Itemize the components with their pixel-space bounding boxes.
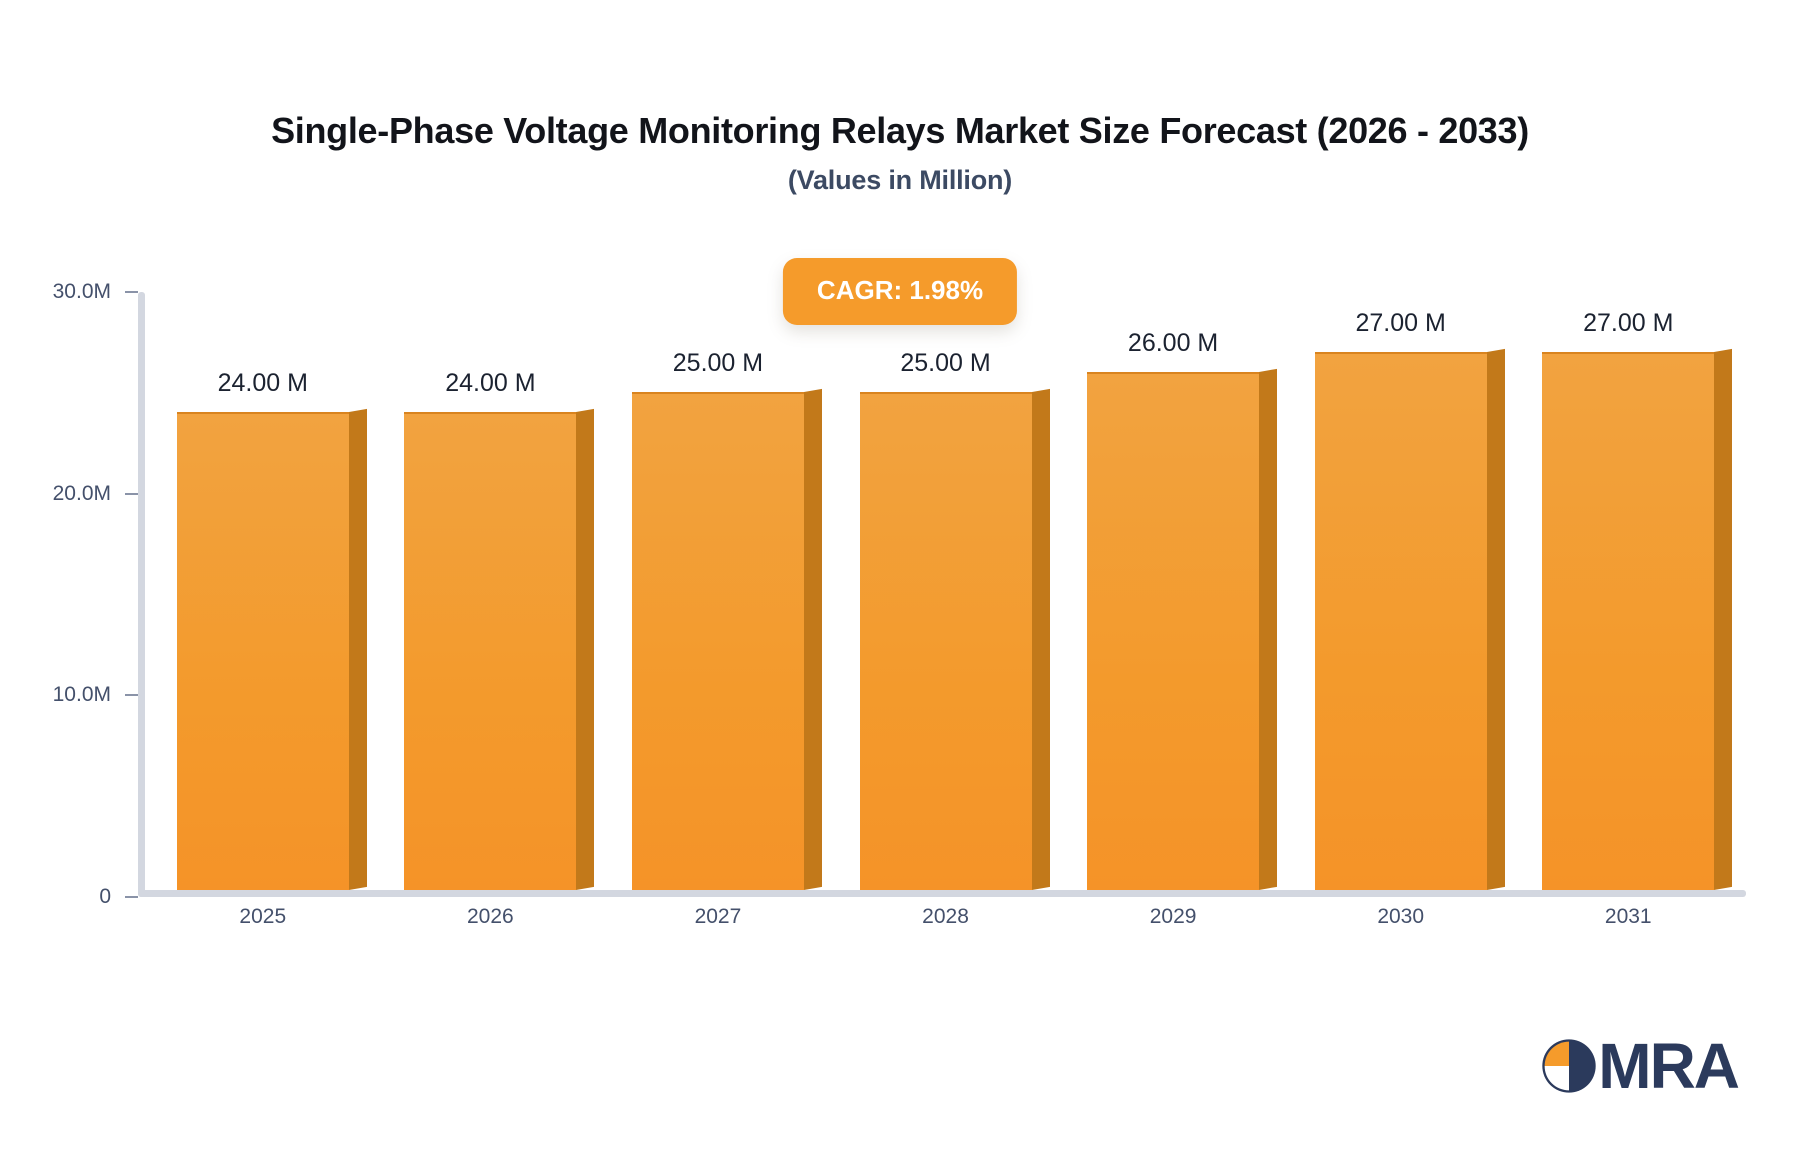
x-axis-tick-label: 2026 (467, 905, 514, 928)
y-axis-line (138, 292, 145, 897)
bar-item[interactable]: 25.00 M (859, 349, 1050, 890)
bar-side-face (1031, 388, 1050, 890)
y-axis-tick-label: 20.0M (52, 481, 111, 505)
bar-item[interactable]: 26.00 M (1087, 329, 1278, 890)
x-axis-tick-label: 2029 (1149, 905, 1197, 928)
bar-slot: 27.00 M (1287, 292, 1515, 890)
bar-value-label: 27.00 M (1583, 308, 1674, 337)
cagr-badge: CAGR: 1.98% (782, 258, 1018, 325)
bar-front-face (404, 408, 595, 890)
bar-slot: 25.00 M (604, 292, 832, 890)
bar-item[interactable]: 24.00 M (176, 369, 367, 890)
x-axis-tick-label: 2028 (922, 905, 969, 928)
bar-front-face (859, 388, 1050, 890)
bar-slot: 27.00 M (1514, 292, 1742, 890)
plot-area: 30.0M 20.0M 10.0M 0 24.00 M 24.00 M 25.00 … (53, 280, 1746, 908)
mra-logo-text: MRA (1598, 1030, 1740, 1102)
y-axis-tick: 30.0M (53, 280, 138, 304)
bar-item[interactable]: 25.00 M (631, 349, 822, 890)
y-axis-tick: 0 (99, 885, 138, 909)
x-axis-tick-label: 2030 (1377, 905, 1425, 928)
x-axis-labels: 2025 2026 2027 2028 2029 2030 2031 (145, 905, 1746, 929)
x-axis-line (138, 890, 1746, 897)
bar-value-label: 25.00 M (900, 348, 991, 377)
y-axis-tick-dash-icon (125, 896, 138, 898)
bar-front-face (1314, 348, 1505, 890)
x-axis-tick-label: 2025 (239, 905, 287, 928)
y-axis-tick-dash-icon (125, 291, 138, 293)
bar-item[interactable]: 24.00 M (404, 369, 595, 890)
y-axis-tick: 10.0M (53, 683, 138, 707)
y-axis-tick: 20.0M (53, 482, 138, 506)
title-block: Single-Phase Voltage Monitoring Relays M… (0, 110, 1800, 196)
bar-side-face (803, 388, 822, 890)
bar-slot: 24.00 M (377, 292, 605, 890)
page-title: Single-Phase Voltage Monitoring Relays M… (271, 110, 1529, 151)
y-axis-tick-dash-icon (125, 492, 138, 495)
bar-slot: 24.00 M (149, 292, 377, 890)
bar-front-face (1542, 348, 1733, 890)
bar-side-face (1259, 368, 1278, 890)
y-axis-tick-label: 30.0M (52, 280, 111, 303)
bar-front-face (631, 388, 822, 890)
bar-value-label: 25.00 M (672, 348, 764, 377)
x-axis-tick-label: 2027 (694, 905, 742, 928)
x-axis-tick-label: 2031 (1604, 905, 1652, 928)
bar-value-label: 27.00 M (1355, 308, 1446, 337)
bar-item[interactable]: 27.00 M (1542, 309, 1733, 890)
y-axis-tick-label: 0 (99, 885, 111, 908)
bar-value-label: 24.00 M (217, 368, 308, 397)
bar-front-face (176, 408, 367, 890)
bar-slot: 26.00 M (1059, 292, 1287, 890)
bar-side-face (576, 408, 595, 890)
bar-side-face (1714, 348, 1733, 890)
bar-slot: 25.00 M (832, 292, 1060, 890)
mra-logo-mark-icon (1542, 1039, 1596, 1093)
y-axis-tick-label: 10.0M (52, 683, 111, 707)
bar-series: 24.00 M 24.00 M 25.00 M 25.00 M 26.00 M 27.00… (145, 292, 1746, 890)
chart-subtitle: (Values in Million) (787, 165, 1013, 196)
bar-side-face (1486, 348, 1505, 890)
bar-side-face (348, 408, 367, 890)
mra-logo: MRA (1540, 1030, 1740, 1102)
bar-item[interactable]: 27.00 M (1314, 309, 1505, 890)
bar-front-face (1087, 368, 1278, 890)
bar-value-label: 26.00 M (1127, 328, 1219, 357)
y-axis-tick-dash-icon (125, 694, 138, 697)
bar-value-label: 24.00 M (445, 368, 536, 397)
